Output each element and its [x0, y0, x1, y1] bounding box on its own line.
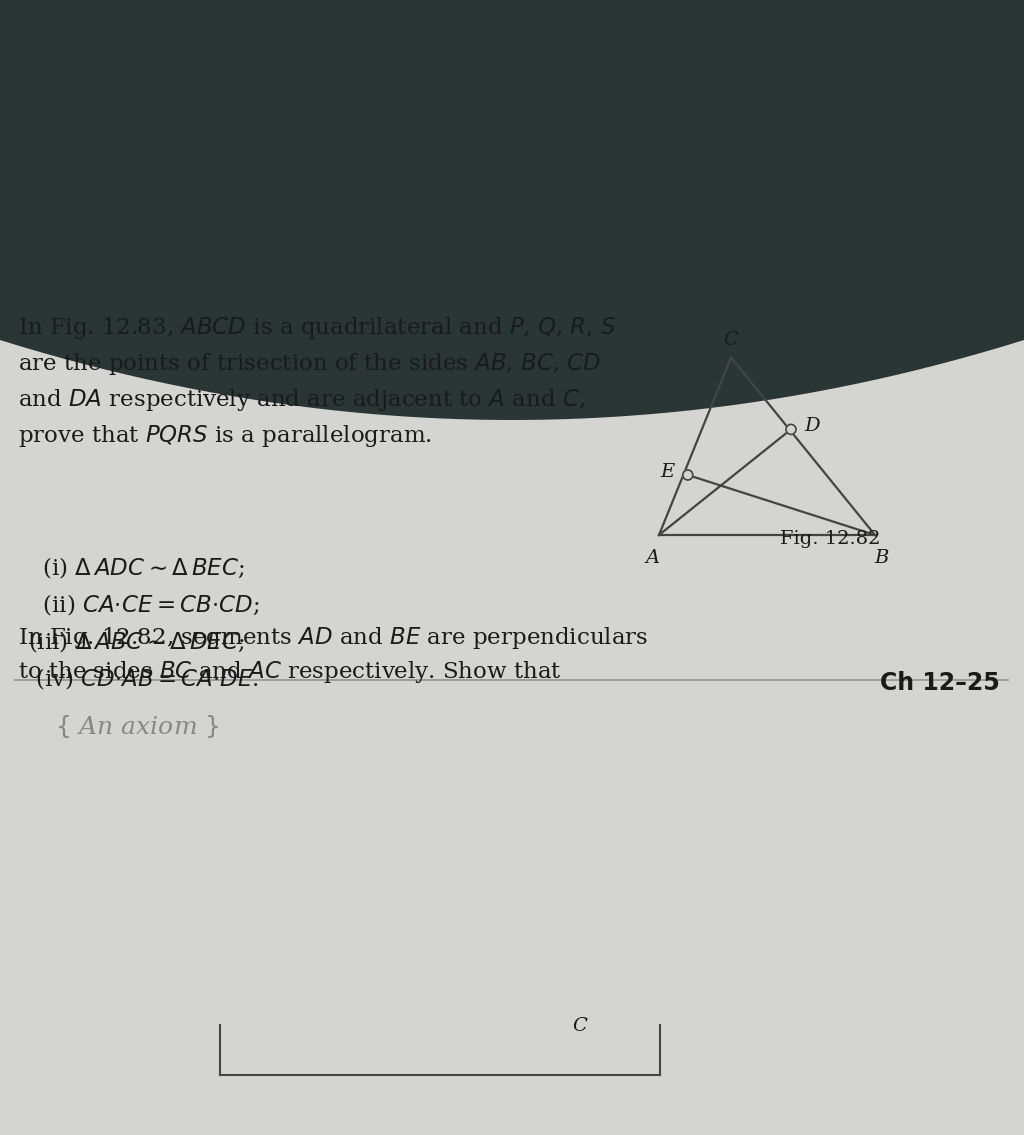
Text: A: A: [646, 549, 660, 568]
Circle shape: [683, 470, 693, 480]
Text: B: B: [873, 549, 888, 568]
Text: and $DA$ respectively and are adjacent to $A$ and $C$,: and $DA$ respectively and are adjacent t…: [18, 387, 585, 413]
Text: C: C: [724, 331, 738, 350]
Text: to the sides $BC$ and $AC$ respectively. Show that: to the sides $BC$ and $AC$ respectively.…: [18, 659, 562, 686]
Text: Fig. 12.82: Fig. 12.82: [779, 530, 881, 548]
Text: (ii) $CA{\cdot}CE = CB{\cdot}CD$;: (ii) $CA{\cdot}CE = CB{\cdot}CD$;: [28, 592, 260, 617]
Text: (i) $\Delta\, ADC \sim \Delta\, BEC$;: (i) $\Delta\, ADC \sim \Delta\, BEC$;: [28, 555, 245, 580]
Circle shape: [786, 424, 796, 435]
Text: D: D: [804, 418, 819, 436]
Polygon shape: [0, 0, 1024, 420]
Text: C: C: [572, 1017, 588, 1035]
Text: In Fig. 12.83, $ABCD$ is a quadrilateral and $P$, $Q$, $R$, $S$: In Fig. 12.83, $ABCD$ is a quadrilateral…: [18, 316, 616, 340]
Text: (iii) $\Delta\, ABC \sim \Delta\, DEC$;: (iii) $\Delta\, ABC \sim \Delta\, DEC$;: [28, 629, 245, 654]
Text: Ch 12–25: Ch 12–25: [881, 671, 1000, 695]
Text: In Fig. 12.82, segments $AD$ and $BE$ are perpendiculars: In Fig. 12.82, segments $AD$ and $BE$ ar…: [18, 625, 648, 651]
Text: $\{$ An axiom $\}$: $\{$ An axiom $\}$: [55, 713, 219, 740]
Text: prove that $PQRS$ is a parallelogram.: prove that $PQRS$ is a parallelogram.: [18, 423, 432, 449]
Text: E: E: [660, 463, 675, 481]
Text: are the points of trisection of the sides $AB$, $BC$, $CD$: are the points of trisection of the side…: [18, 351, 601, 377]
Text: (iv) $CD{\cdot}AB = CA{\cdot}DE$.: (iv) $CD{\cdot}AB = CA{\cdot}DE$.: [28, 666, 259, 691]
